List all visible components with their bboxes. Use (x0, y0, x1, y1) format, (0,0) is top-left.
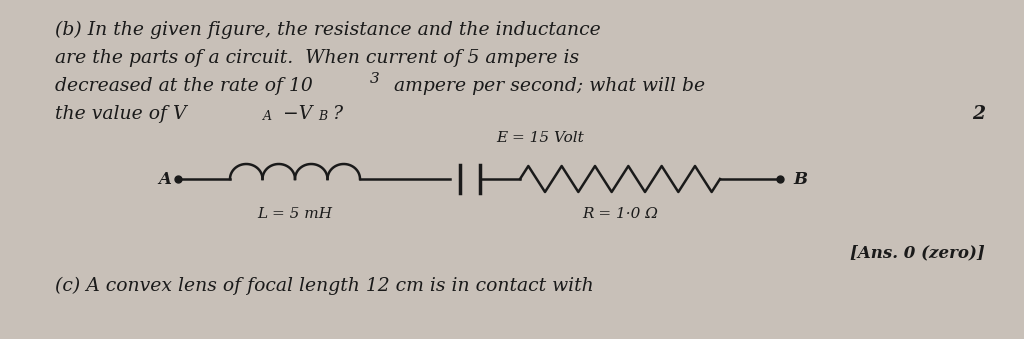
Text: −V: −V (283, 105, 312, 123)
Text: E = 15 Volt: E = 15 Volt (496, 131, 584, 145)
Text: A: A (263, 110, 272, 123)
Text: [Ans. 0 (zero)]: [Ans. 0 (zero)] (850, 244, 985, 261)
Text: 2: 2 (972, 105, 985, 123)
Text: decreased at the rate of 10: decreased at the rate of 10 (55, 77, 312, 95)
Text: L = 5 mH: L = 5 mH (257, 207, 333, 221)
Text: ?: ? (333, 105, 343, 123)
Text: 3: 3 (370, 72, 380, 86)
Text: ampere per second; what will be: ampere per second; what will be (388, 77, 706, 95)
Text: B: B (318, 110, 327, 123)
Text: are the parts of a circuit.  When current of 5 ampere is: are the parts of a circuit. When current… (55, 49, 580, 67)
Text: B: B (793, 171, 807, 187)
Text: (c) A convex lens of focal length 12 cm is in contact with: (c) A convex lens of focal length 12 cm … (55, 277, 594, 295)
Text: R = 1·0 Ω: R = 1·0 Ω (582, 207, 658, 221)
Text: the value of V: the value of V (55, 105, 186, 123)
Text: A: A (159, 171, 171, 187)
Text: (b) In the given figure, the resistance and the inductance: (b) In the given figure, the resistance … (55, 21, 601, 39)
